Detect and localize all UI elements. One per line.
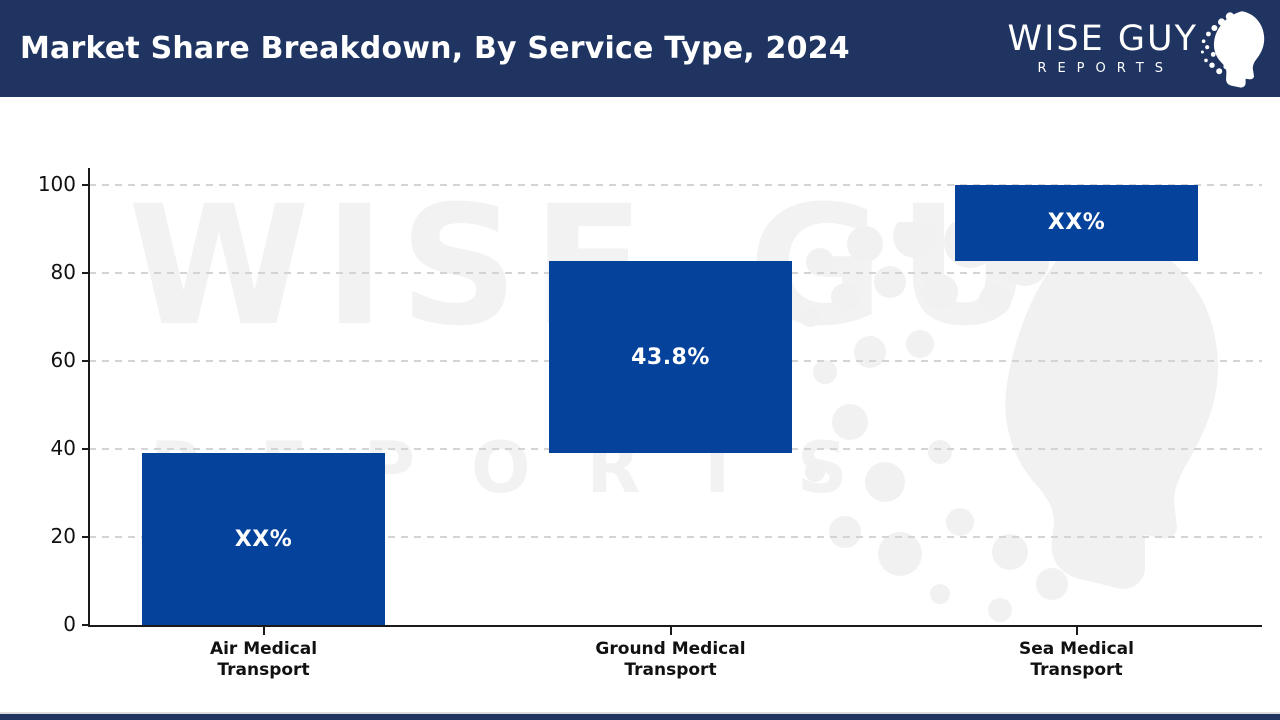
x-axis-tick: [1075, 627, 1078, 635]
x-axis-tick: [262, 627, 265, 635]
x-axis-category-label-line: Transport: [217, 660, 310, 680]
y-axis-tick-label: 80: [50, 260, 76, 284]
bar-air-medical-transport: XX%: [142, 453, 385, 625]
bar-ground-medical-transport: 43.8%: [549, 260, 792, 454]
header-bar: Market Share Breakdown, By Service Type,…: [0, 0, 1280, 97]
y-axis-tick-label: 40: [50, 436, 76, 460]
x-axis-tick: [669, 627, 672, 635]
y-axis-tick-label: 60: [50, 348, 76, 372]
y-axis-tick: [82, 536, 89, 538]
y-axis-spine: [88, 168, 90, 627]
x-axis-category-label-line: Sea Medical: [1019, 639, 1134, 659]
bar-value-label: XX%: [234, 526, 293, 552]
y-axis-tick: [82, 272, 89, 274]
x-axis-spine: [88, 625, 1262, 627]
x-axis-category-label: Sea Medical Transport: [947, 639, 1207, 681]
wise-guy-reports-logo: WISE GUY REPORTS: [1007, 9, 1266, 89]
x-axis-category-label-line: Air Medical: [209, 639, 318, 659]
bar-value-label: XX%: [1047, 210, 1106, 236]
y-axis-tick-label: 100: [37, 172, 76, 196]
footer-bar: [0, 714, 1280, 720]
bar-value-label: 43.8%: [631, 344, 710, 370]
gridline: [89, 536, 1262, 538]
x-axis-category-label: Ground Medical Transport: [541, 639, 801, 681]
y-axis-tick-label: 20: [50, 524, 76, 548]
logo-head-icon: [1200, 10, 1265, 88]
x-axis-category-label: Air Medical Transport: [134, 639, 394, 681]
bar-sea-medical-transport: XX%: [955, 185, 1198, 261]
logo-wordmark: WISE GUY REPORTS: [1007, 18, 1198, 76]
x-axis-category-label-line: Transport: [624, 660, 717, 680]
y-axis-tick: [82, 184, 89, 186]
y-axis-tick: [82, 448, 89, 450]
y-axis-tick: [82, 624, 89, 626]
logo-wordmark-line1: WISE GUY: [1007, 18, 1198, 59]
x-axis-category-label-line: Ground Medical: [595, 639, 746, 659]
logo-wordmark-line2: REPORTS: [1037, 60, 1175, 76]
y-axis-tick: [82, 360, 89, 362]
gridline: [89, 184, 1262, 186]
y-axis-tick-label: 0: [63, 612, 76, 636]
x-axis-category-label-line: Transport: [1030, 660, 1123, 680]
page-title: Market Share Breakdown, By Service Type,…: [20, 31, 850, 66]
footer-divider: [0, 712, 1280, 714]
watermark-head-icon: [800, 222, 1218, 622]
